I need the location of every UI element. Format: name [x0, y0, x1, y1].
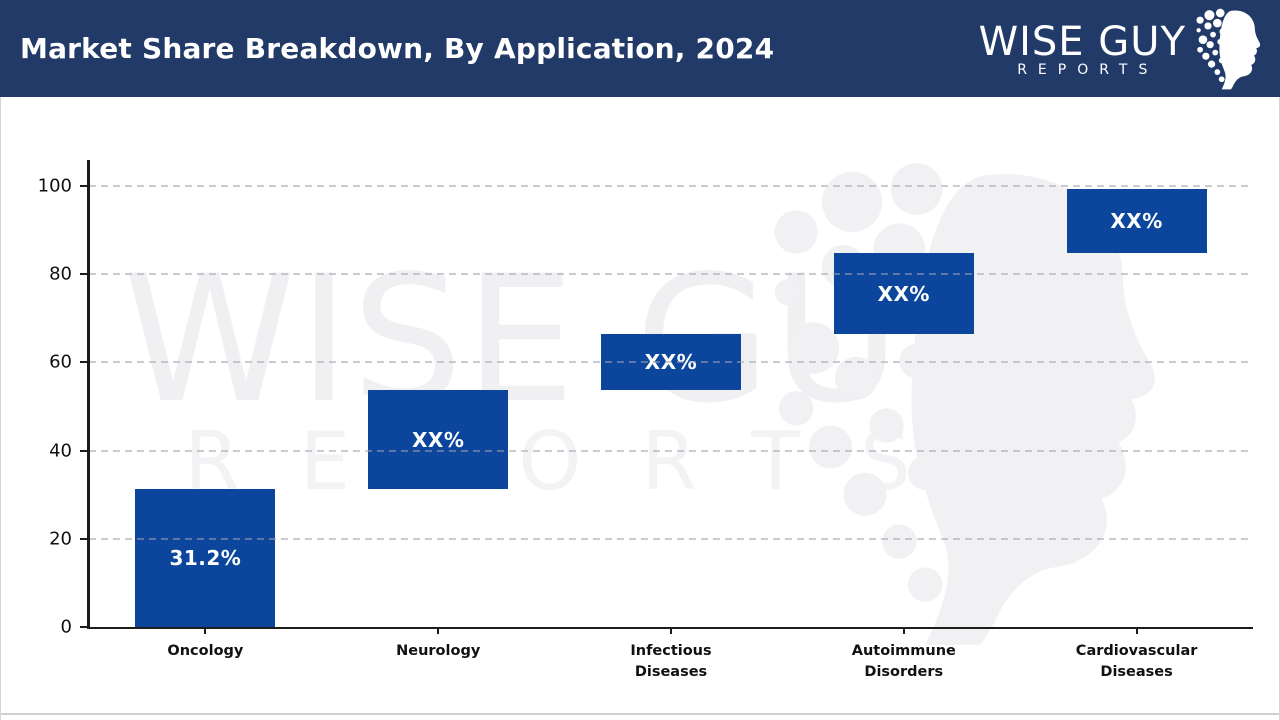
x-tick: [670, 627, 672, 634]
bar-oncology: 31.2%: [135, 489, 276, 627]
y-tick: [80, 185, 88, 188]
bottom-divider: [1, 713, 1279, 715]
page-title: Market Share Breakdown, By Application, …: [20, 32, 775, 65]
x-tick-label-neurology: Neurology: [396, 643, 481, 659]
x-tick-label-autoimmune-disorders: Autoimmune Disorders: [851, 643, 956, 681]
x-tick-label-oncology: Oncology: [167, 643, 244, 659]
watermark-subtitle: REPORTS: [184, 415, 971, 508]
y-axis-line: [87, 160, 90, 629]
y-tick: [80, 537, 88, 540]
gridline-80: [89, 273, 1253, 276]
y-tick: [80, 626, 88, 628]
y-tick: [80, 361, 88, 364]
chart-canvas: WISE GUY REPORTS 31.2% XX% XX% XX% XX% 0 20 40 6…: [0, 97, 1280, 720]
logo-subtitle: REPORTS: [1017, 61, 1159, 78]
y-tick-label: 60: [49, 351, 72, 373]
y-tick-label: 80: [49, 263, 72, 285]
gridline-100: [89, 185, 1253, 188]
header-bar: Market Share Breakdown, By Application, …: [0, 0, 1280, 97]
y-tick-label: 40: [49, 440, 72, 462]
wise-guy-logo: WISE GUY REPORTS: [979, 8, 1262, 90]
bar-value-label: XX%: [1110, 208, 1163, 233]
y-tick-label: 0: [60, 616, 72, 638]
x-tick: [437, 627, 440, 634]
x-tick: [1135, 627, 1138, 634]
bar-autoimmune-disorders: XX%: [833, 253, 974, 335]
gridline-20: [89, 537, 1253, 540]
plot-area: 31.2% XX% XX% XX% XX% 0 20 40 60 80 100 Oncology Neu…: [38, 160, 1253, 680]
logo-text: WISE GUY REPORTS: [979, 21, 1186, 77]
x-tick-label-infectious-diseases: Infectious Diseases: [630, 643, 712, 681]
x-tick-label-cardiovascular-diseases: Cardiovascular Diseases: [1075, 643, 1198, 681]
logo-wordmark: WISE GUY: [978, 18, 1186, 65]
gridline-60: [89, 361, 1253, 364]
gridline-40: [89, 449, 1253, 452]
x-tick: [204, 627, 207, 634]
y-tick: [80, 449, 88, 452]
logo-head-icon: [1190, 8, 1262, 90]
y-tick-label: 100: [37, 175, 72, 197]
bar-neurology: XX%: [368, 390, 509, 490]
bar-value-label: XX%: [411, 427, 465, 452]
bar-value-label: XX%: [877, 281, 930, 306]
y-tick-label: 20: [49, 528, 72, 550]
y-tick: [80, 273, 88, 276]
bar-cardiovascular-diseases: XX%: [1066, 188, 1207, 254]
bar-value-label: 31.2%: [169, 546, 242, 571]
x-tick: [902, 627, 905, 634]
